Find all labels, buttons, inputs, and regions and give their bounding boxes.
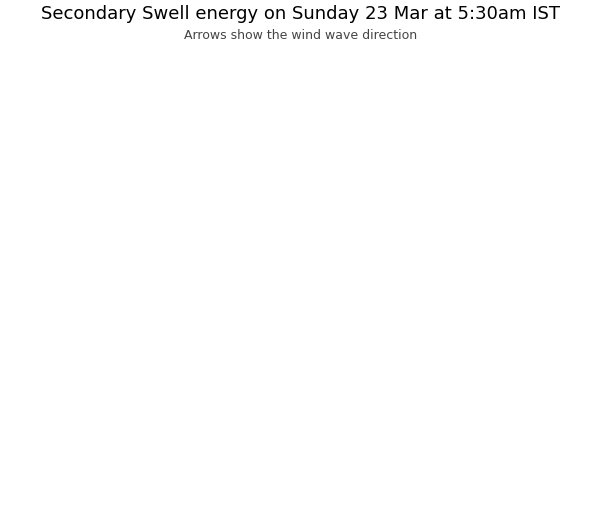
Text: Secondary Swell energy on Sunday 23 Mar at 5:30am IST: Secondary Swell energy on Sunday 23 Mar … bbox=[41, 6, 560, 24]
Text: Map requires cartopy: Map requires cartopy bbox=[227, 271, 374, 286]
Text: Arrows show the wind wave direction: Arrows show the wind wave direction bbox=[184, 29, 417, 41]
